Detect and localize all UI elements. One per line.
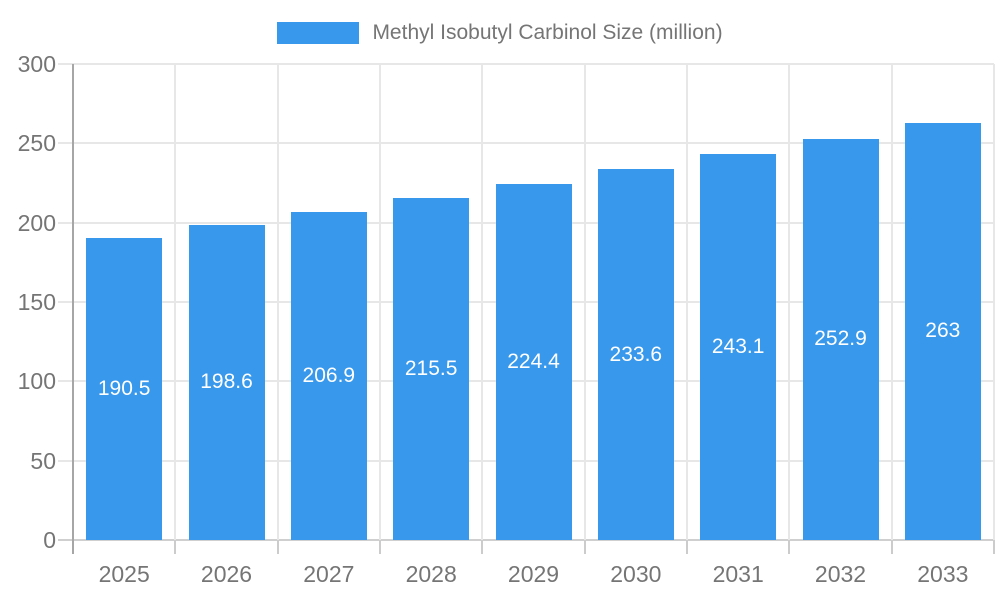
legend[interactable]: Methyl Isobutyl Carbinol Size (million) (0, 20, 1000, 46)
x-axis-tick-label: 2033 (917, 561, 969, 587)
x-axis-tick-label: 2027 (303, 561, 355, 587)
bar[interactable]: 198.6 (188, 224, 265, 540)
bar[interactable]: 215.5 (393, 198, 470, 540)
x-axis-tick (276, 540, 279, 554)
bar[interactable]: 263 (904, 122, 981, 540)
x-axis-tick (379, 540, 381, 554)
bar[interactable]: 233.6 (597, 169, 674, 540)
bar-value-label: 206.9 (302, 363, 356, 387)
x-axis-tick (890, 540, 893, 554)
x-axis-tick (686, 540, 688, 554)
v-gridline (788, 64, 791, 540)
x-axis-tick-label: 2028 (405, 561, 457, 587)
bar-value-label: 252.9 (814, 327, 867, 351)
bar[interactable]: 243.1 (700, 154, 777, 540)
v-gridline (481, 64, 484, 540)
y-axis-tick-label: 250 (17, 130, 56, 157)
x-axis-tick-label: 2032 (814, 561, 867, 587)
x-axis-tick (583, 540, 586, 554)
y-axis-tick-label: 300 (17, 51, 56, 77)
legend-label: Methyl Isobutyl Carbinol Size (million) (372, 21, 723, 44)
y-axis-tick-label: 100 (17, 368, 56, 395)
x-axis-tick (174, 540, 177, 554)
bar-value-label: 243.1 (711, 335, 765, 359)
bar[interactable]: 190.5 (86, 237, 163, 540)
x-axis-tick (993, 540, 995, 554)
bar-value-label: 198.6 (200, 370, 253, 394)
bar-value-label: 233.6 (609, 342, 663, 366)
bar-value-label: 190.5 (97, 376, 151, 400)
v-gridline (379, 64, 381, 540)
x-axis-tick (481, 540, 484, 554)
y-axis-tick-label: 200 (17, 209, 56, 236)
y-axis-tick-label: 0 (43, 527, 56, 553)
bar-value-label: 263 (925, 319, 961, 343)
v-gridline (174, 64, 177, 540)
x-axis-tick-label: 2026 (200, 561, 253, 587)
y-axis-line (72, 64, 74, 554)
bar-value-label: 224.4 (507, 349, 560, 373)
v-gridline (276, 64, 279, 540)
v-gridline (993, 64, 995, 540)
x-axis-tick (788, 540, 791, 554)
bar-value-label: 215.5 (404, 357, 458, 381)
bar[interactable]: 224.4 (495, 183, 572, 540)
y-gridline (58, 63, 994, 65)
x-axis-tick-label: 2031 (712, 561, 764, 587)
y-gridline (58, 142, 994, 145)
v-gridline (890, 64, 893, 540)
bar[interactable]: 252.9 (802, 138, 879, 540)
y-gridline (58, 539, 994, 541)
bar[interactable]: 206.9 (290, 211, 367, 540)
v-gridline (686, 64, 688, 540)
y-axis-tick-label: 50 (30, 447, 56, 474)
v-gridline (583, 64, 586, 540)
x-axis-tick-label: 2029 (507, 561, 560, 587)
x-axis-tick-label: 2030 (610, 561, 662, 587)
x-axis-tick-label: 2025 (98, 561, 150, 587)
y-axis-tick-label: 150 (17, 289, 56, 315)
legend-swatch (277, 22, 360, 44)
